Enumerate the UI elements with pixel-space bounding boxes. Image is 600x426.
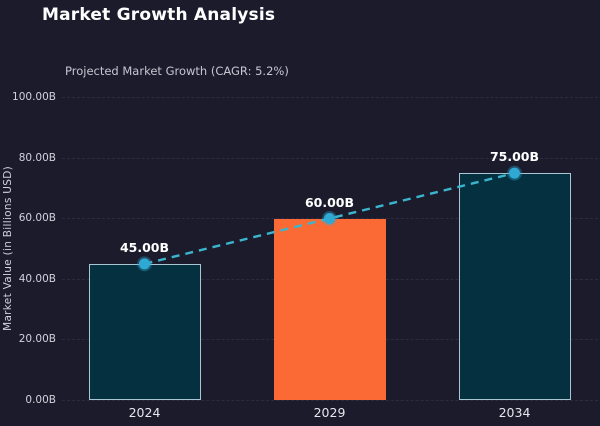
x-tick-label: 2024 (128, 405, 161, 420)
bar-value-label: 75.00B (489, 149, 540, 165)
y-tick-label: 0.00B (25, 393, 56, 406)
trend-point (324, 213, 335, 224)
x-tick-label: 2029 (313, 405, 346, 420)
bar-2034 (458, 173, 571, 400)
trend-point (509, 167, 520, 179)
y-tick-label: 40.00B (18, 272, 56, 285)
y-tick-label: 80.00B (18, 151, 56, 164)
chart-subtitle: Projected Market Growth (CAGR: 5.2%) (65, 64, 289, 78)
bar-2024 (88, 263, 201, 400)
gridline (62, 157, 598, 159)
bar-value-label: 45.00B (119, 239, 170, 255)
bar-2029 (273, 218, 386, 400)
x-tick-label: 2034 (498, 405, 531, 420)
gridline (62, 97, 598, 98)
y-tick-label: 60.00B (18, 212, 56, 224)
chart-title: Market Growth Analysis (42, 5, 276, 25)
trend-point (139, 258, 150, 270)
y-tick-label: 20.00B (18, 333, 56, 345)
bar-value-label: 60.00B (304, 194, 355, 210)
gridline (62, 399, 598, 401)
trend-line (144, 171, 515, 266)
y-tick-label: 100.00B (12, 91, 56, 103)
